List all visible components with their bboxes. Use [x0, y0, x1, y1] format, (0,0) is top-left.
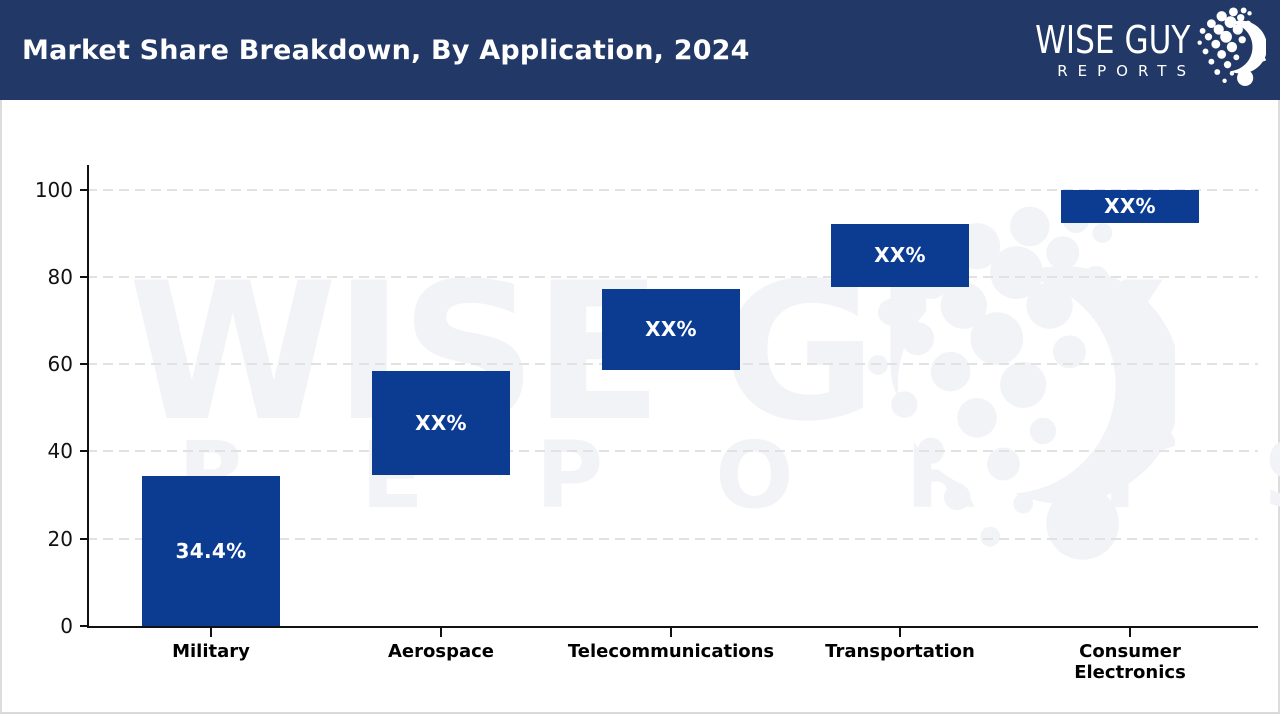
- bar: XX%: [831, 223, 969, 287]
- chart-canvas: WISE GUY R E P O R T S 02040608010034.4%…: [0, 100, 1280, 720]
- bar-value-label: 34.4%: [175, 538, 247, 563]
- x-tick: [210, 628, 212, 637]
- bar-value-label: XX%: [415, 410, 467, 435]
- canvas-bottom-border: [0, 712, 1280, 714]
- watermark-head-graphic: [868, 206, 1175, 560]
- x-tick: [670, 628, 672, 637]
- x-tick: [1129, 628, 1131, 637]
- logo-reports-text: REPORTS: [1057, 61, 1196, 80]
- x-category-label: Military: [172, 641, 250, 662]
- canvas-left-border: [0, 100, 2, 713]
- x-tick: [899, 628, 901, 637]
- y-tick: [80, 625, 87, 627]
- bar: XX%: [372, 370, 510, 475]
- canvas-right-border: [1278, 100, 1280, 713]
- y-tick-label: 20: [47, 526, 73, 551]
- logo-wiseguy-text: WISE GUY: [1034, 17, 1190, 62]
- logo-head-icon: [1197, 7, 1266, 86]
- bar: XX%: [602, 288, 740, 370]
- grid-line: [87, 537, 1258, 540]
- waterfall-chart: 0 20 40 60 80 100 34.4% Military XX% Aerospace XX%…: [0, 100, 1280, 720]
- brand-wordmark: WISE GUY REPORTS: [1001, 21, 1190, 80]
- y-tick-label: 80: [47, 264, 73, 289]
- brand-logo: WISE GUY REPORTS: [1001, 6, 1266, 94]
- bar: 34.4%: [142, 475, 280, 626]
- y-tick: [80, 188, 87, 191]
- grid-line: [87, 450, 1258, 453]
- x-category-label: Aerospace: [387, 641, 494, 662]
- x-axis: [87, 626, 1258, 628]
- y-tick: [80, 275, 87, 278]
- x-category-label: Transportation: [825, 641, 975, 662]
- x-category-label: Consumer Electronics: [1074, 641, 1186, 683]
- x-category-label: Telecommunications: [567, 641, 775, 662]
- bar: XX%: [1061, 189, 1199, 224]
- y-axis: [87, 165, 89, 628]
- y-tick-label: 0: [60, 614, 73, 638]
- bar-value-label: XX%: [1104, 194, 1156, 219]
- header-bar: Market Share Breakdown, By Application, …: [0, 0, 1280, 100]
- y-tick: [80, 537, 87, 540]
- y-tick-label: 100: [34, 177, 73, 202]
- y-tick: [80, 450, 87, 453]
- x-tick: [440, 628, 442, 637]
- grid-line: [87, 275, 1258, 278]
- y-tick-label: 40: [47, 439, 73, 464]
- y-tick: [80, 363, 87, 366]
- grid-line: [87, 188, 1258, 191]
- bar-value-label: XX%: [645, 317, 697, 342]
- page-title: Market Share Breakdown, By Application, …: [22, 34, 750, 66]
- bar-value-label: XX%: [874, 243, 926, 268]
- y-tick-label: 60: [47, 352, 73, 377]
